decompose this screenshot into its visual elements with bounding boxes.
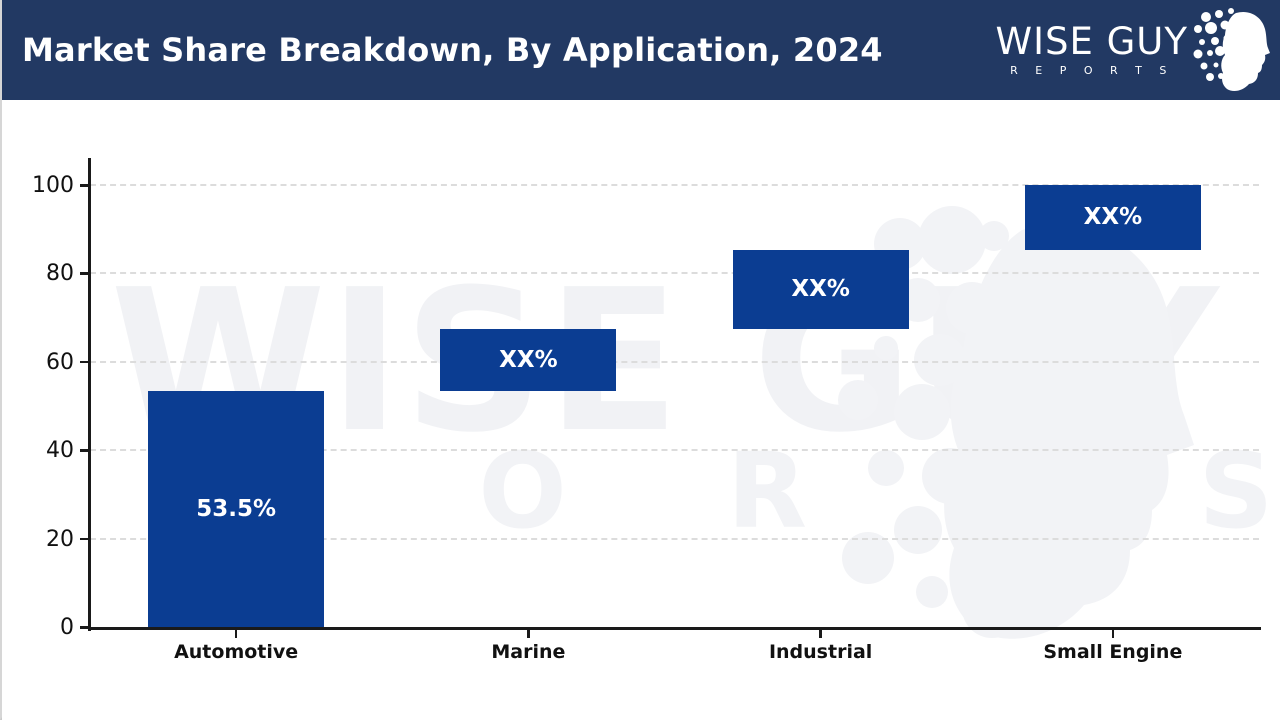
y-tick-mark-80 — [80, 272, 88, 275]
grid-line-20 — [90, 537, 1259, 540]
grid-line-60 — [90, 360, 1259, 363]
chart-title: Market Share Breakdown, By Application, … — [22, 31, 883, 69]
y-tick-mark-60 — [80, 360, 88, 364]
grid-line-40 — [90, 449, 1259, 452]
grid-line-100 — [90, 184, 1259, 186]
x-tick-mark-3 — [1111, 629, 1115, 638]
y-tick-label-60: 60 — [46, 349, 74, 375]
brand-logo-text: WISE GUY R E P O R T S — [996, 23, 1188, 77]
bar-value-label: XX% — [1083, 204, 1143, 231]
brand-name: WISE GUY — [995, 20, 1188, 63]
x-tick-label-2: Industrial — [768, 641, 873, 663]
plot-area: WISE GUY P O R T S 53.5% XX% XX% XX% 0 20 40 60… — [2, 100, 1280, 720]
y-tick-label-0: 0 — [60, 615, 74, 640]
x-tick-mark-1 — [527, 629, 530, 638]
y-tick-label-100: 100 — [32, 173, 74, 198]
x-axis-spine — [88, 627, 1261, 630]
bar-small-engine: XX% — [1024, 185, 1201, 250]
y-tick-label-80: 80 — [46, 261, 74, 287]
y-tick-mark-20 — [80, 537, 88, 541]
y-tick-mark-0 — [80, 626, 88, 629]
grid-line-80 — [90, 272, 1259, 275]
header: Market Share Breakdown, By Application, … — [2, 0, 1280, 100]
bar-value-label: XX% — [791, 276, 850, 303]
brand-logo: WISE GUY R E P O R T S — [996, 7, 1280, 93]
x-tick-mark-2 — [819, 629, 822, 638]
bar-automotive: 53.5% — [148, 390, 325, 627]
bar-value-label: 53.5% — [196, 495, 277, 522]
y-tick-mark-100 — [80, 184, 88, 187]
y-tick-mark-40 — [80, 449, 88, 452]
bar-value-label: XX% — [499, 346, 558, 373]
x-tick-label-3: Small Engine — [1043, 641, 1183, 663]
x-tick-mark-0 — [234, 629, 238, 638]
x-tick-label-0: Automotive — [174, 641, 299, 663]
y-axis-spine — [88, 158, 91, 631]
bar-industrial: XX% — [732, 249, 909, 329]
brand-subtitle: R E P O R T S — [1010, 64, 1174, 77]
bar-marine: XX% — [440, 328, 617, 391]
brand-head-icon — [1193, 8, 1270, 92]
y-tick-label-20: 20 — [46, 526, 74, 552]
y-tick-label-40: 40 — [46, 438, 74, 464]
x-tick-label-1: Marine — [491, 641, 566, 663]
